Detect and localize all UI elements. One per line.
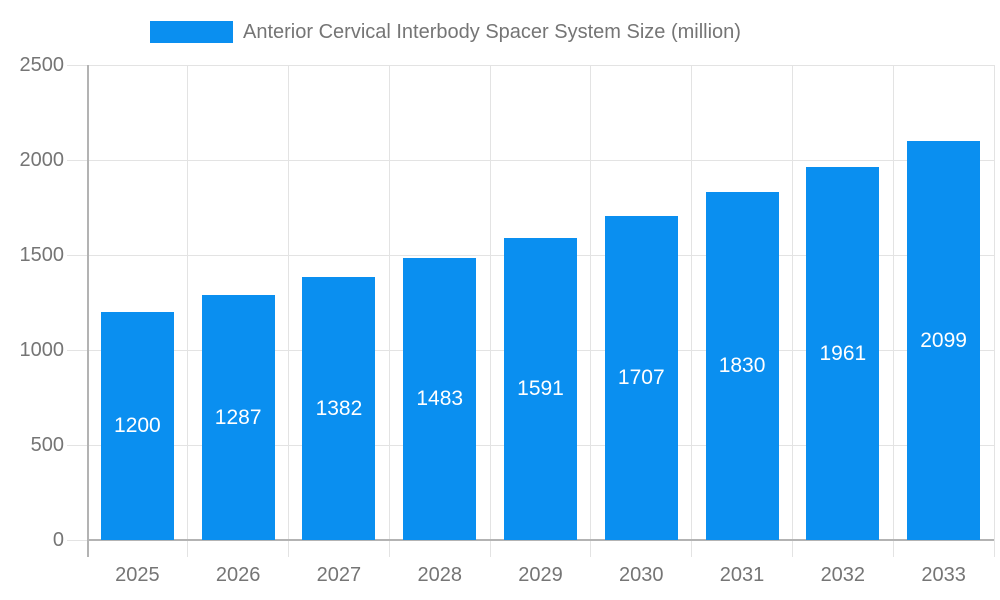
bar-2033[interactable]: [907, 141, 981, 540]
x-tick-label-2026: 2026: [215, 564, 261, 586]
gridline-horizontal: [67, 159, 994, 161]
bar-2031[interactable]: [705, 192, 779, 540]
legend-swatch: [150, 21, 233, 43]
y-tick-label: 0: [52, 529, 64, 551]
x-tick-label-2031: 2031: [719, 564, 765, 586]
gridline-vertical: [388, 65, 390, 557]
x-tick-label-2033: 2033: [921, 564, 966, 586]
bar-2025[interactable]: [100, 312, 174, 540]
x-tick-label-2032: 2032: [820, 564, 866, 586]
plot-area: 1200 1287 1382 1483 1591 1707 1830 1961 2099: [67, 64, 995, 557]
x-axis-baseline: [87, 539, 994, 541]
gridline-vertical: [993, 65, 995, 557]
bar-2027[interactable]: [302, 277, 376, 540]
y-tick-label: 2000: [19, 149, 65, 171]
bar-2028[interactable]: [403, 258, 477, 540]
bar-2032[interactable]: [806, 167, 880, 540]
y-tick-label: 1500: [19, 244, 65, 266]
bar-2029[interactable]: [504, 237, 577, 540]
gridline-horizontal: [67, 64, 994, 66]
bar-2026[interactable]: [201, 295, 275, 540]
x-tick-label-2025: 2025: [115, 564, 160, 586]
legend[interactable]: Anterior Cervical Interbody Spacer Syste…: [150, 20, 741, 44]
gridline-vertical: [892, 65, 894, 557]
gridline-vertical: [691, 65, 693, 557]
y-tick-label: 500: [30, 434, 64, 456]
y-tick-label: 1000: [19, 339, 65, 361]
bar-2030[interactable]: [604, 215, 678, 540]
legend-label: Anterior Cervical Interbody Spacer Syste…: [243, 21, 741, 43]
x-tick-label-2030: 2030: [619, 564, 664, 586]
gridline-vertical: [590, 65, 592, 557]
y-axis-line: [87, 65, 89, 557]
gridline-vertical: [288, 65, 290, 557]
y-tick-label: 2500: [19, 54, 65, 76]
x-tick-label-2029: 2029: [518, 564, 563, 586]
gridline-vertical: [791, 65, 793, 557]
gridline-vertical: [489, 65, 491, 557]
x-tick-label-2027: 2027: [316, 564, 362, 586]
x-tick-label-2028: 2028: [417, 564, 462, 586]
gridline-vertical: [187, 65, 189, 557]
